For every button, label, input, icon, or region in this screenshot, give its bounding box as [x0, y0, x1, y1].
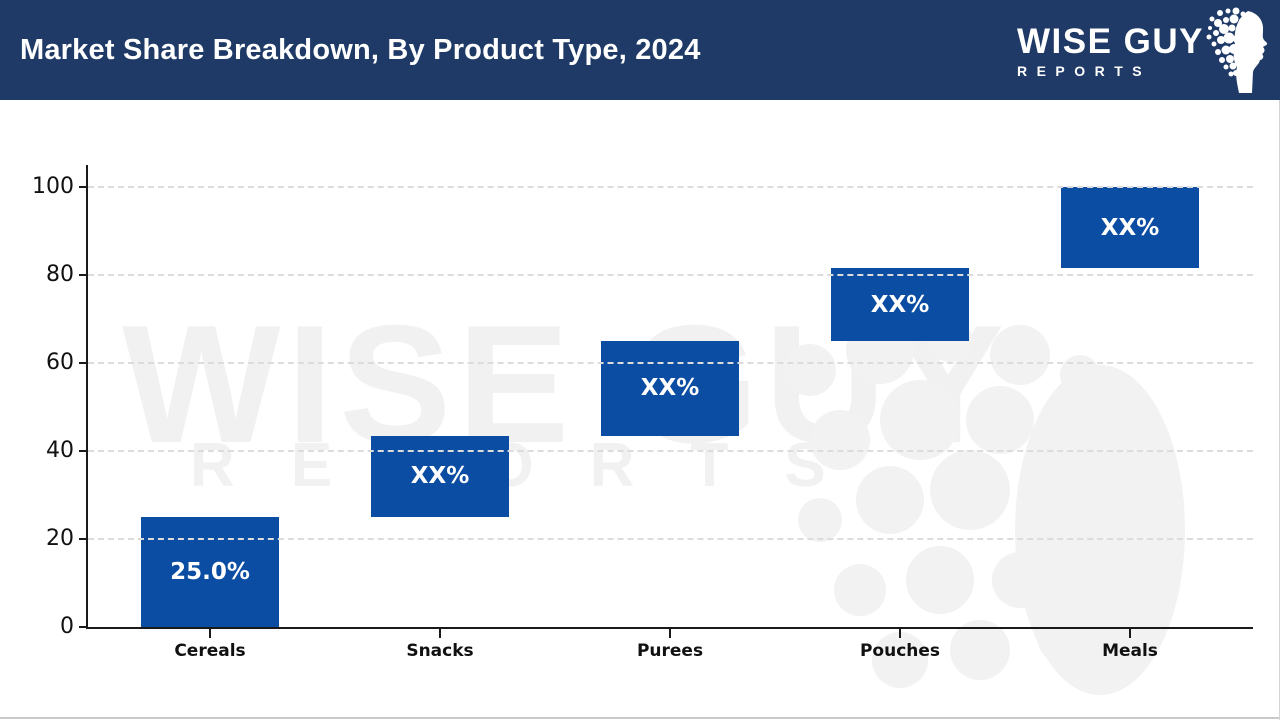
bar-pouches: [831, 268, 969, 341]
y-tick-mark: [79, 626, 88, 628]
y-tick-label: 20: [46, 526, 74, 551]
x-axis-category-label: Pouches: [859, 641, 941, 661]
bar-value-label: 25.0%: [170, 559, 250, 585]
gridline-40: [88, 450, 1253, 452]
x-axis-category-label: Purees: [636, 641, 704, 661]
x-axis-category-label: Meals: [1102, 641, 1158, 661]
y-tick-mark: [79, 450, 88, 452]
gridline-60: [88, 362, 1253, 364]
logo-text: WISE GUY REPORTS: [1016, 21, 1204, 80]
bar-value-label: XX%: [870, 291, 930, 318]
x-axis-category-label: Cereals: [174, 641, 246, 661]
y-tick-label: 60: [46, 350, 74, 375]
page-title: Market Share Breakdown, By Product Type,…: [20, 34, 701, 66]
y-tick-label: 0: [60, 614, 74, 639]
gridline-100: [88, 186, 1253, 188]
x-axis-category-label: Snacks: [406, 641, 474, 661]
header-bar: Market Share Breakdown, By Product Type,…: [0, 0, 1280, 100]
bar-value-label: XX%: [640, 375, 700, 402]
bottom-border-line: [0, 717, 1280, 719]
x-tick-mark: [669, 629, 671, 638]
y-tick-mark: [79, 362, 88, 364]
gridline-20: [88, 538, 1253, 540]
gridline-80: [88, 274, 1253, 276]
x-tick-mark: [899, 629, 901, 638]
y-tick-label: 100: [32, 174, 74, 199]
y-tick-label: 80: [46, 262, 74, 287]
bar-value-label: XX%: [410, 463, 470, 490]
bar-purees: [601, 341, 739, 436]
x-tick-mark: [439, 629, 441, 638]
bar-snacks: [371, 435, 509, 517]
y-tick-mark: [79, 538, 88, 540]
y-tick-label: 40: [46, 438, 74, 463]
bar-meals: [1061, 187, 1199, 269]
y-tick-mark: [79, 186, 88, 188]
x-axis-line: [86, 627, 1253, 629]
wise-guy-reports-logo: WISE GUY REPORTS: [1017, 7, 1270, 95]
x-tick-mark: [1129, 629, 1131, 638]
y-axis-line: [86, 165, 88, 629]
logo-wise-guy-label: WISE GUY: [1016, 21, 1204, 61]
logo-reports-label: REPORTS: [1016, 62, 1152, 79]
logo-head-icon: [1206, 7, 1268, 93]
y-tick-mark: [79, 274, 88, 276]
bar-cereals: [141, 517, 279, 627]
bar-value-label: XX%: [1100, 214, 1160, 241]
x-tick-mark: [209, 629, 211, 638]
